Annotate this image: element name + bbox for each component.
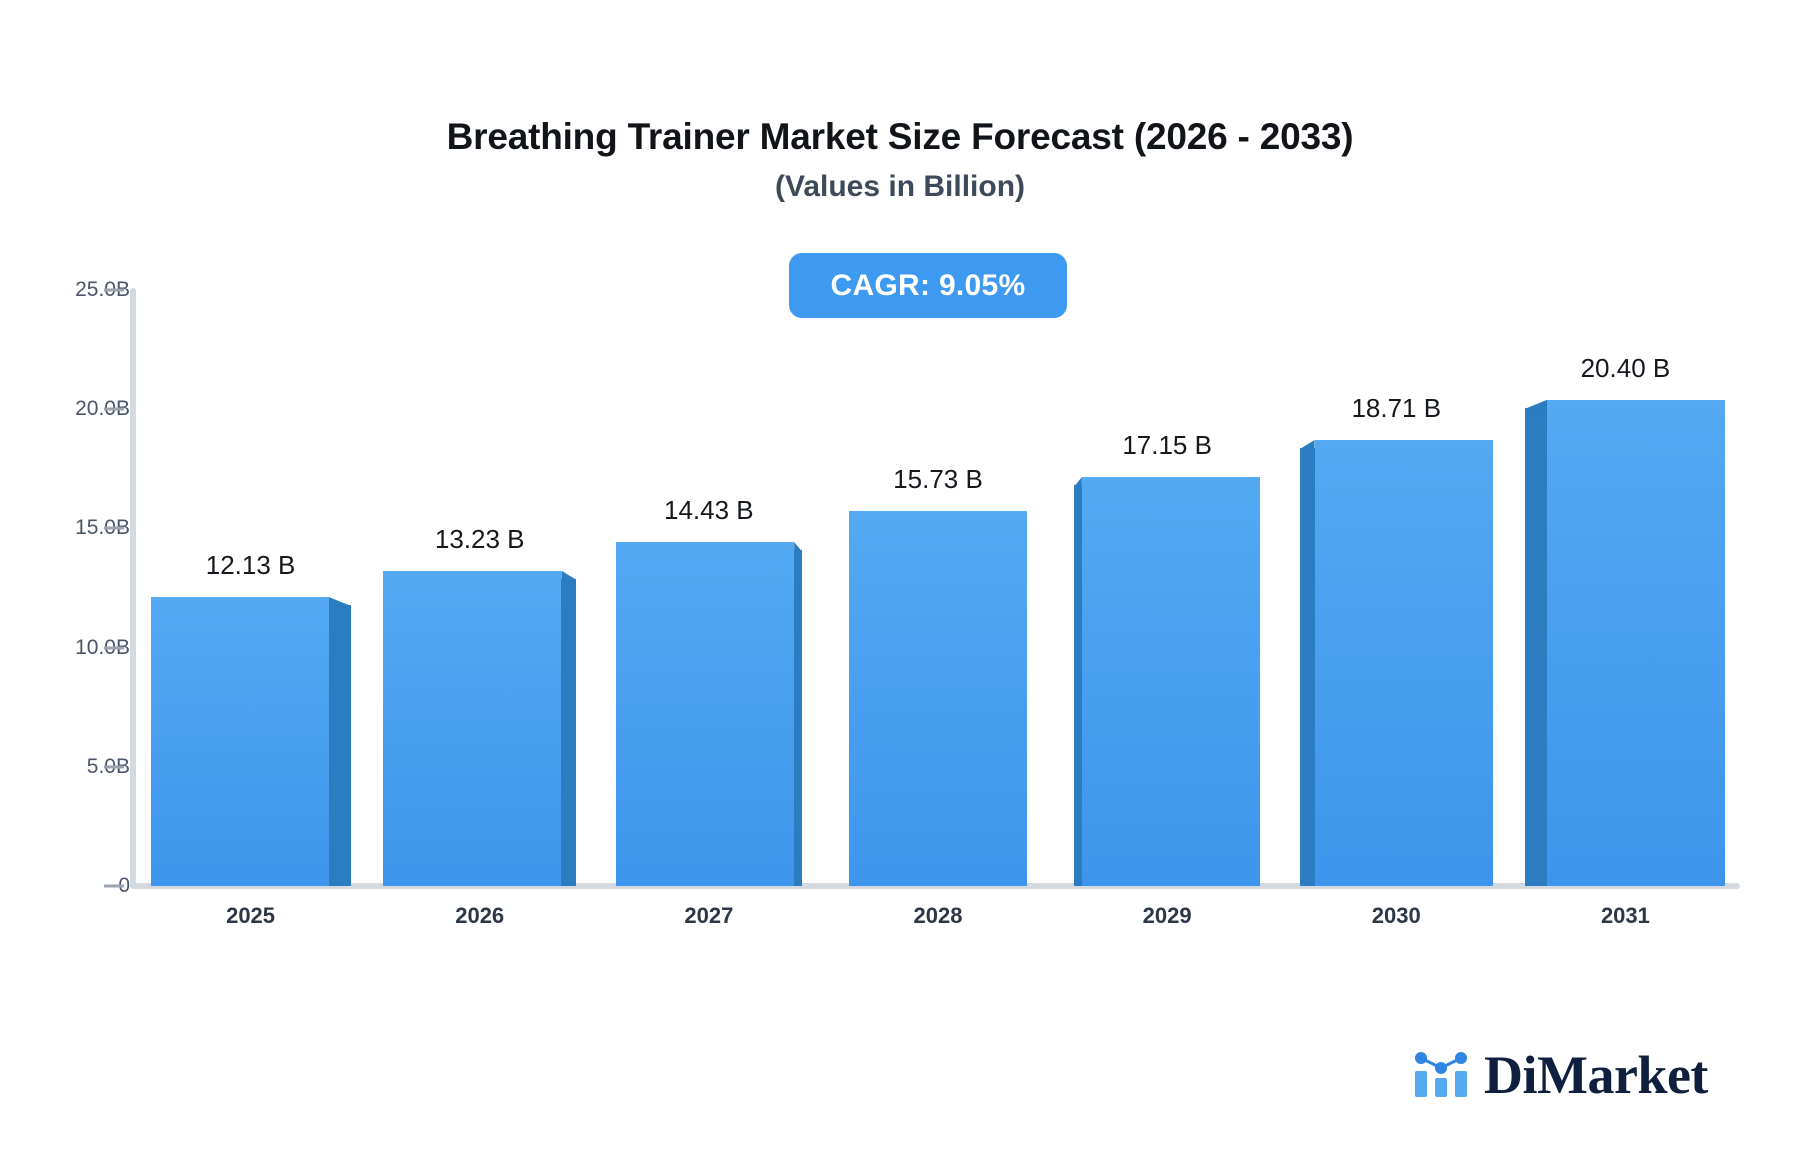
- bar-side-face: [328, 604, 351, 886]
- y-axis-tick-label: 25.0B: [75, 278, 130, 301]
- x-axis-tick-label: 2026: [455, 903, 505, 928]
- bar-value-label: 12.13 B: [205, 549, 296, 580]
- bar-front-face[interactable]: [383, 570, 562, 886]
- y-axis-line: [130, 288, 136, 888]
- x-axis-line: [130, 883, 1740, 889]
- bar-value-label: 15.73 B: [893, 463, 983, 494]
- x-axis-tick-label: 2028: [913, 903, 963, 928]
- bar-front-face[interactable]: [1081, 477, 1260, 886]
- y-axis-tick-mark: [104, 884, 124, 888]
- bar-side-face: [794, 549, 802, 886]
- bar-front-face[interactable]: [1314, 439, 1493, 886]
- chart-title: Breathing Trainer Market Size Forecast (…: [446, 116, 1354, 157]
- bar-front-face[interactable]: [616, 541, 795, 886]
- x-axis-tick-label: 2029: [1142, 903, 1192, 928]
- bar-front-face[interactable]: [1547, 399, 1726, 886]
- y-axis-tick-label: 15.0B: [75, 516, 130, 540]
- bar-top-face: [328, 596, 351, 606]
- bar-value-label: 20.40 B: [1580, 352, 1671, 383]
- bar-top-face: [794, 541, 802, 551]
- logo-text: DiMarket: [1484, 1045, 1708, 1105]
- bar-top-face: [1525, 399, 1548, 409]
- bar-value-label: 18.71 B: [1351, 392, 1442, 423]
- y-axis-tick-label: 0: [118, 874, 130, 897]
- bar-front-face[interactable]: [849, 510, 1027, 886]
- bar-side-face: [1074, 485, 1082, 886]
- dimarket-logo: DiMarket: [1412, 1040, 1708, 1110]
- bar-value-label: 14.43 B: [664, 494, 754, 525]
- bar-side-face: [1299, 447, 1315, 886]
- x-axis-tick-label: 2030: [1371, 903, 1421, 928]
- x-axis-tick-label: 2027: [684, 903, 734, 928]
- y-axis-tick-mark: [104, 646, 124, 650]
- bar-front-face[interactable]: [150, 596, 329, 886]
- y-axis-tick-label: 20.0B: [75, 397, 130, 421]
- bar-value-label: 13.23 B: [434, 523, 525, 554]
- bar-side-face: [1525, 407, 1548, 886]
- x-axis-tick-label: 2031: [1600, 903, 1650, 928]
- bar-top-face: [1299, 439, 1315, 449]
- bar-chart-trend-icon: [1412, 1047, 1470, 1104]
- x-axis-tick-label: 2025: [226, 903, 276, 928]
- bar-top-face: [1074, 477, 1082, 487]
- bar-top-face: [561, 570, 577, 580]
- y-axis-tick-mark: [104, 407, 124, 411]
- cagr-badge: CAGR: 9.05%: [789, 253, 1067, 318]
- bar-value-label: 17.15 B: [1122, 430, 1212, 461]
- chart-subtitle: (Values in Billion): [774, 170, 1026, 203]
- y-axis-tick-mark: [104, 526, 124, 530]
- bar-side-face: [561, 578, 577, 886]
- y-axis-tick-mark: [104, 288, 124, 292]
- y-axis-tick-label: 10.0B: [75, 635, 130, 659]
- y-axis-tick-mark: [104, 765, 124, 769]
